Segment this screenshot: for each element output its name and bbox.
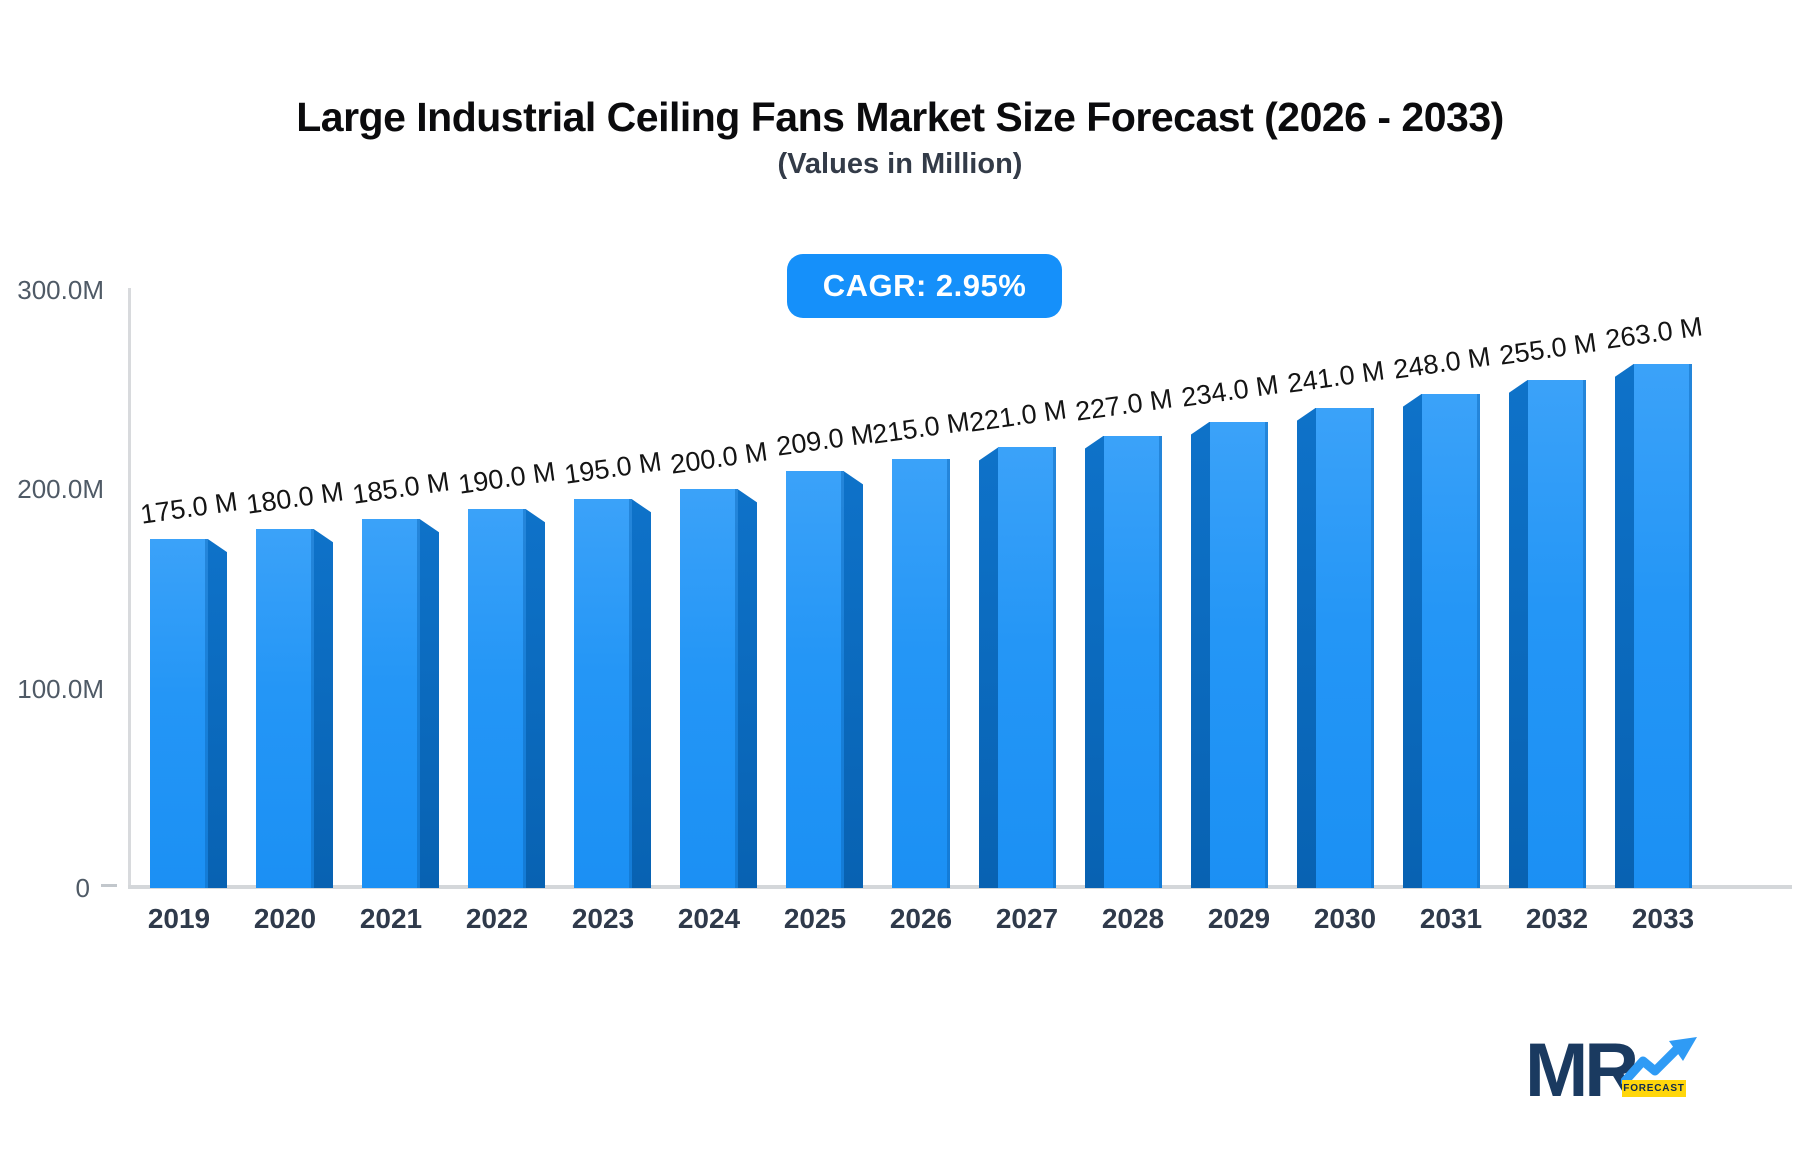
y-axis-line [128, 288, 131, 889]
y-tick-label-300.0M: 300.0M [17, 275, 104, 305]
x-tick-label-2019: 2019 [147, 903, 211, 934]
x-tick-label-2023: 2023 [571, 903, 635, 934]
x-tick-label-2028: 2028 [1101, 903, 1165, 934]
bar-2030[interactable] [1316, 407, 1374, 888]
bar-2021[interactable] [362, 519, 420, 888]
x-tick-label-2024: 2024 [677, 903, 741, 934]
zero-tick-mark [101, 884, 117, 887]
bar-2029[interactable] [1210, 421, 1268, 888]
chart-title: Large Industrial Ceiling Fans Market Siz… [296, 94, 1504, 140]
bar-2028[interactable] [1104, 435, 1162, 888]
bar-side-2033[interactable] [1615, 363, 1634, 888]
bar-side-2032[interactable] [1509, 379, 1528, 888]
bar-side-2025[interactable] [844, 471, 863, 888]
x-tick-label-2033: 2033 [1631, 903, 1695, 934]
chart-subtitle: (Values in Million) [777, 148, 1023, 180]
bar-2033[interactable] [1634, 363, 1692, 888]
bar-side-2031[interactable] [1403, 393, 1422, 888]
bar-2023[interactable] [574, 499, 632, 888]
x-tick-label-2022: 2022 [465, 903, 529, 934]
bar-2031[interactable] [1422, 393, 1480, 888]
bar-2019[interactable] [150, 539, 208, 888]
x-tick-label-2029: 2029 [1207, 903, 1271, 934]
y-tick-label-100.0M: 100.0M [17, 673, 104, 704]
trend-up-arrow-icon [1620, 1037, 1701, 1090]
bar-2027[interactable] [998, 447, 1056, 888]
bar-side-2028[interactable] [1085, 435, 1104, 888]
bar-side-2024[interactable] [738, 489, 757, 888]
cagr-badge: CAGR: 2.95% [787, 254, 1062, 318]
logo-sub-label: FORECAST [1622, 1080, 1686, 1097]
x-tick-label-2030: 2030 [1313, 903, 1377, 934]
bar-side-2023[interactable] [632, 499, 651, 888]
mr-forecast-logo: MR FORECAST [1525, 1033, 1735, 1118]
y-tick-label-200.0M: 200.0M [17, 474, 104, 505]
x-tick-label-2025: 2025 [783, 903, 847, 934]
bar-2022[interactable] [468, 509, 526, 888]
x-tick-label-2026: 2026 [889, 903, 953, 934]
x-tick-label-2027: 2027 [995, 903, 1059, 934]
x-tick-label-2031: 2031 [1419, 903, 1483, 934]
x-tick-label-2032: 2032 [1525, 903, 1589, 934]
bar-side-2030[interactable] [1297, 407, 1316, 888]
bar-side-2019[interactable] [208, 539, 227, 888]
bar-2025[interactable] [786, 471, 844, 888]
bar-2032[interactable] [1528, 379, 1586, 888]
x-axis-line [128, 885, 1792, 889]
bar-side-2029[interactable] [1191, 421, 1210, 888]
x-tick-label-2020: 2020 [253, 903, 317, 934]
bar-value-label-2033: 263.0 M [1603, 311, 1704, 355]
bar-2024[interactable] [680, 489, 738, 888]
x-tick-label-2021: 2021 [359, 903, 423, 934]
bar-side-2020[interactable] [314, 529, 333, 888]
bar-2026[interactable] [892, 459, 950, 888]
y-tick-label-0: 0 [75, 873, 90, 903]
bar-side-2021[interactable] [420, 519, 439, 888]
logo-text: MR [1525, 1028, 1639, 1113]
bar-2020[interactable] [256, 529, 314, 888]
bar-side-2027[interactable] [979, 447, 998, 888]
bar-side-2022[interactable] [526, 509, 545, 888]
